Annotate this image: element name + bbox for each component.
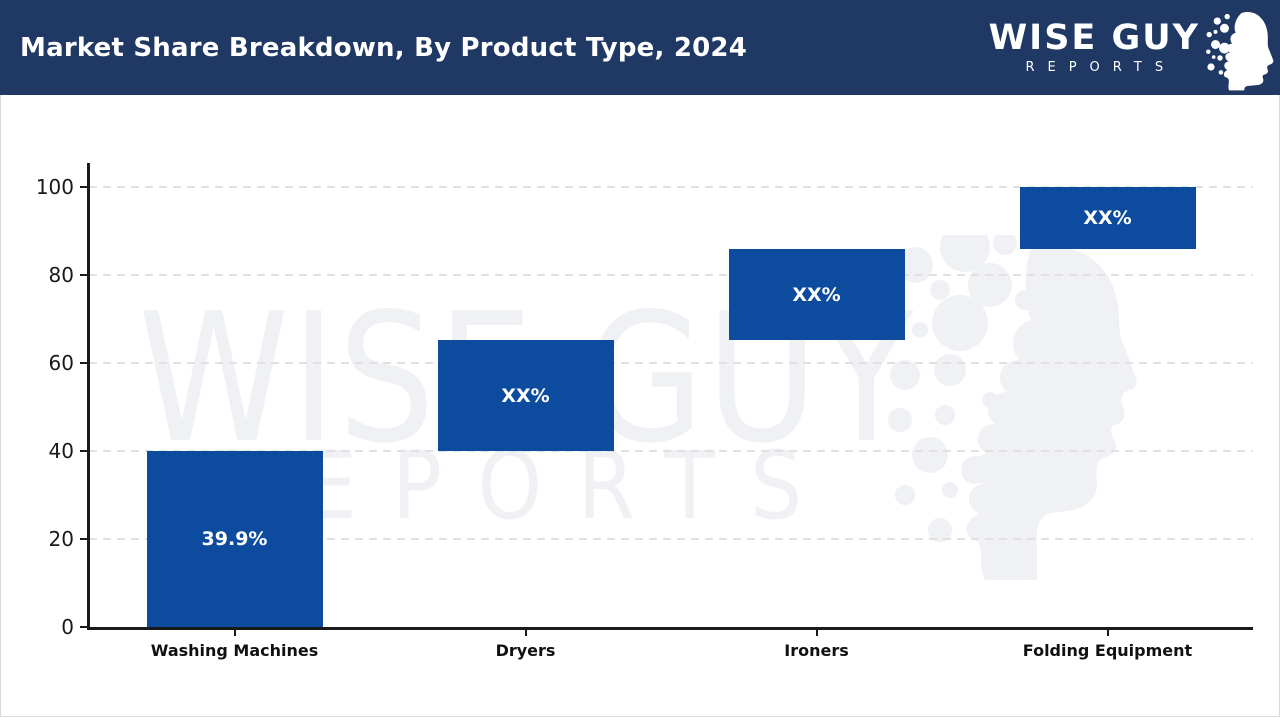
header-bar: Market Share Breakdown, By Product Type,… [0, 0, 1280, 95]
brand-name-text: WISE GUY [988, 17, 1200, 58]
bar-value-label: XX% [501, 384, 550, 407]
y-tick-label-100: 100 [35, 175, 74, 199]
bar-value-label: XX% [1083, 207, 1132, 230]
x-axis-line [87, 627, 1253, 630]
wiseguy-head-icon [1206, 11, 1274, 90]
y-tick-label-20: 20 [48, 527, 74, 551]
chart-area: WISE GUY REPORTS 0 20 40 60 80 100 39.9% Washin… [0, 95, 1280, 720]
category-label-1: Washing Machines [150, 641, 319, 660]
category-label-4: Folding Equipment [1022, 641, 1193, 660]
bar-folding-equipment: XX% [1019, 187, 1196, 250]
y-tick-20 [80, 538, 88, 540]
gridline-20 [89, 538, 1253, 540]
frame-edge-bottom [0, 716, 1280, 717]
y-tick-label-60: 60 [48, 351, 74, 375]
gridline-40 [89, 450, 1253, 452]
category-label-3: Ironers [784, 641, 849, 660]
brand-subtitle-text: REPORTS [1025, 59, 1177, 75]
gridline-60 [89, 362, 1253, 364]
x-tick-2 [524, 627, 527, 636]
y-tick-label-0: 0 [61, 615, 74, 639]
page-title: Market Share Breakdown, By Product Type,… [20, 32, 747, 63]
y-tick-label-80: 80 [48, 263, 74, 287]
bar-ironers: XX% [728, 249, 905, 341]
y-tick-0 [80, 626, 88, 628]
y-tick-80 [80, 274, 88, 276]
watermark-head-icon [879, 235, 1137, 580]
gridline-100 [89, 186, 1253, 188]
x-tick-3 [815, 627, 818, 636]
gridline-80 [89, 274, 1253, 276]
bar-washing-machines: 39.9% [146, 451, 323, 627]
category-label-2: Dryers [495, 641, 556, 660]
y-tick-60 [80, 362, 88, 364]
x-tick-1 [233, 627, 236, 636]
frame-edge-left [0, 95, 1, 717]
brand-logo: WISE GUY REPORTS [989, 5, 1280, 91]
bar-value-label: 39.9% [201, 528, 268, 551]
y-axis-line [87, 163, 90, 629]
bar-dryers: XX% [437, 340, 614, 452]
x-tick-4 [1106, 627, 1109, 636]
y-tick-40 [80, 450, 88, 452]
brand-wordmark: WISE GUY REPORTS [988, 17, 1200, 75]
y-tick-100 [80, 186, 88, 188]
bar-value-label: XX% [792, 283, 841, 306]
y-tick-label-40: 40 [48, 439, 74, 463]
